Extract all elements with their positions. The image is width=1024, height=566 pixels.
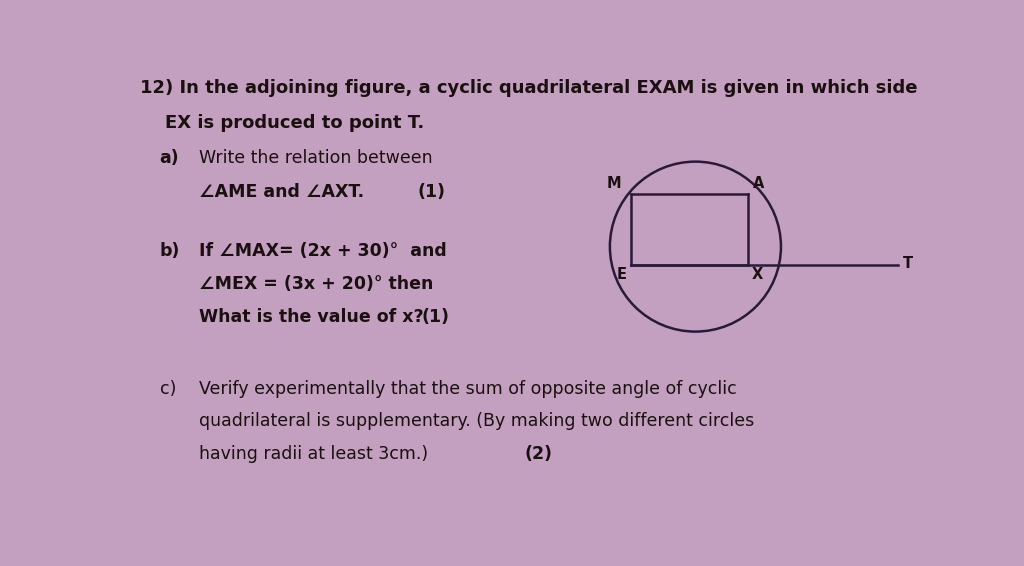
Text: Write the relation between: Write the relation between xyxy=(200,148,433,166)
Text: b): b) xyxy=(160,242,180,260)
Text: (2): (2) xyxy=(524,445,553,463)
Text: M: M xyxy=(607,175,622,191)
Text: having radii at least 3cm.): having radii at least 3cm.) xyxy=(200,445,429,463)
Text: (1): (1) xyxy=(422,308,450,325)
Text: quadrilateral is supplementary. (By making two different circles: quadrilateral is supplementary. (By maki… xyxy=(200,412,755,430)
Text: Verify experimentally that the sum of opposite angle of cyclic: Verify experimentally that the sum of op… xyxy=(200,380,737,397)
Text: T: T xyxy=(902,256,912,272)
Text: (1): (1) xyxy=(418,183,445,201)
Text: If ∠MAX= (2x + 30)°  and: If ∠MAX= (2x + 30)° and xyxy=(200,242,447,260)
Text: E: E xyxy=(616,267,627,282)
Text: X: X xyxy=(752,267,763,282)
Text: 12) In the adjoining figure, a cyclic quadrilateral EXAM is given in which side: 12) In the adjoining figure, a cyclic qu… xyxy=(140,79,918,97)
Text: What is the value of x?: What is the value of x? xyxy=(200,308,424,325)
Text: c): c) xyxy=(160,380,176,397)
Text: a): a) xyxy=(160,148,179,166)
Text: EX is produced to point T.: EX is produced to point T. xyxy=(140,114,424,132)
Text: ∠AME and ∠AXT.: ∠AME and ∠AXT. xyxy=(200,183,365,201)
Text: A: A xyxy=(754,175,765,191)
Text: ∠MEX = (3x + 20)° then: ∠MEX = (3x + 20)° then xyxy=(200,275,434,293)
